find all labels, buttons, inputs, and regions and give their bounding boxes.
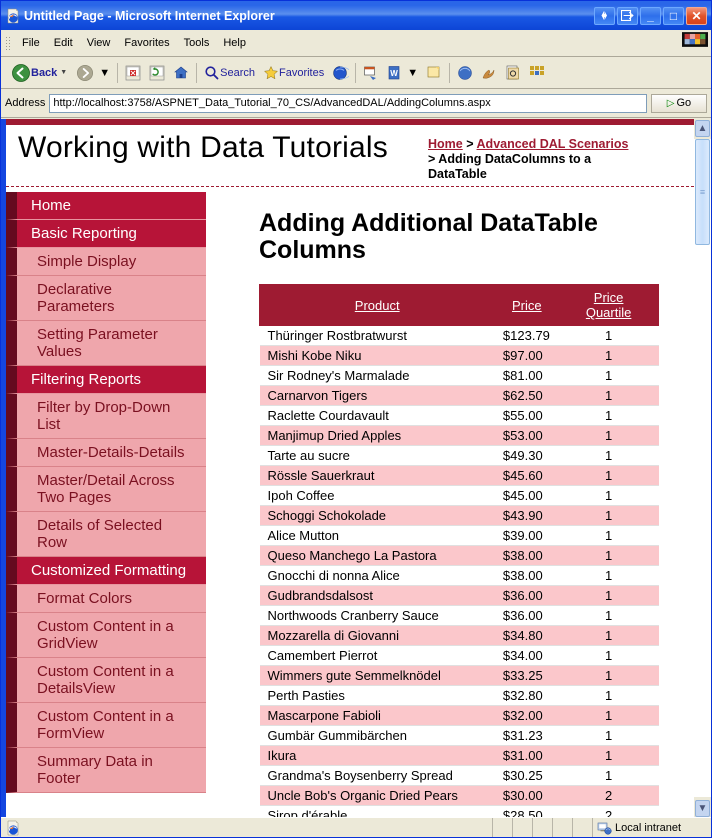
- svg-text:W: W: [390, 69, 398, 78]
